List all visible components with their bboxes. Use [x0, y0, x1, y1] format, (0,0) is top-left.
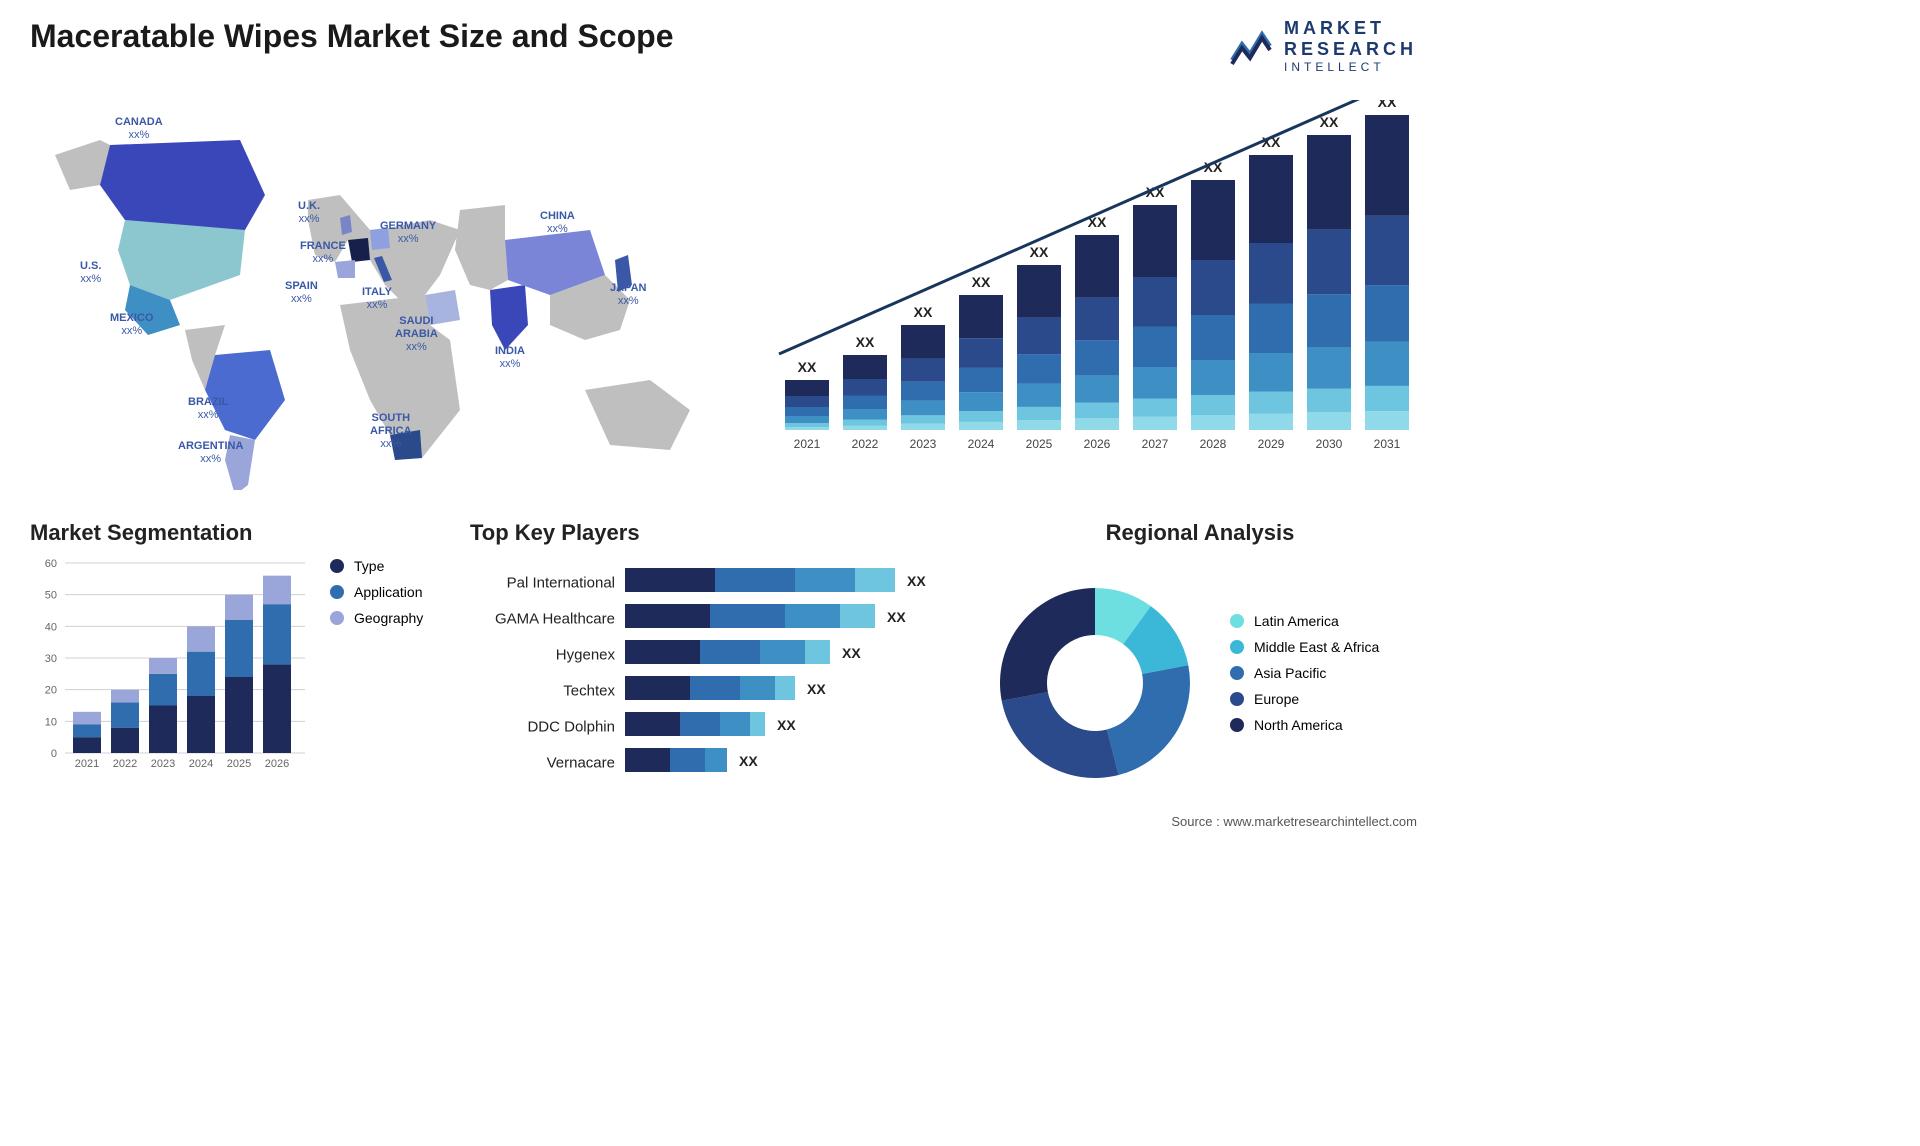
svg-text:50: 50	[45, 590, 57, 602]
keyplayers-chart: Pal International XX GAMA Healthcare XX Hyge…	[470, 558, 960, 788]
svg-text:2026: 2026	[1084, 437, 1111, 451]
reg-legend-asia-pacific: Asia Pacific	[1230, 665, 1379, 681]
growth-chart: 2021 XX 2022 XX 2023 XX 2024 XX 2025 XX 2026 XX 2027…	[757, 100, 1417, 470]
svg-text:30: 30	[45, 653, 57, 665]
svg-text:XX: XX	[739, 753, 758, 769]
svg-text:XX: XX	[856, 334, 875, 350]
map-label-india: INDIAxx%	[495, 345, 525, 371]
regional-title: Regional Analysis	[980, 520, 1420, 546]
seg-legend-geography: Geography	[330, 610, 423, 626]
brand-line1: MARKET	[1284, 18, 1417, 39]
map-label-argentina: ARGENTINAxx%	[178, 440, 243, 466]
country-france	[348, 238, 370, 262]
seg-legend-type: Type	[330, 558, 423, 574]
svg-text:2022: 2022	[852, 437, 879, 451]
seg-legend-application: Application	[330, 584, 423, 600]
map-label-u-s-: U.S.xx%	[80, 260, 101, 286]
map-label-mexico: MEXICOxx%	[110, 312, 153, 338]
map-label-japan: JAPANxx%	[610, 282, 646, 308]
svg-text:XX: XX	[1030, 244, 1049, 260]
source-text: Source : www.marketresearchintellect.com	[1171, 814, 1417, 829]
map-label-u-k-: U.K.xx%	[298, 200, 320, 226]
regional-panel: Regional Analysis Latin America Middle Ea…	[980, 520, 1420, 800]
svg-text:20: 20	[45, 685, 57, 697]
svg-text:DDC Dolphin: DDC Dolphin	[527, 719, 615, 736]
map-label-south-africa: SOUTHAFRICAxx%	[370, 412, 412, 452]
svg-text:2029: 2029	[1258, 437, 1285, 451]
country-brazil	[205, 350, 285, 440]
keyplayers-panel: Top Key Players Pal International XX GAMA …	[470, 520, 960, 800]
map-label-saudi-arabia: SAUDIARABIAxx%	[395, 315, 438, 355]
svg-text:XX: XX	[842, 645, 861, 661]
svg-text:Pal International: Pal International	[507, 575, 615, 592]
brand-logo: MARKET RESEARCH INTELLECT	[1228, 18, 1417, 74]
reg-legend-middle-east-africa: Middle East & Africa	[1230, 639, 1379, 655]
svg-text:2024: 2024	[968, 437, 995, 451]
map-label-spain: SPAINxx%	[285, 280, 318, 306]
svg-text:0: 0	[51, 748, 57, 760]
brand-line2: RESEARCH	[1284, 39, 1417, 60]
regional-donut	[980, 558, 1210, 788]
svg-text:2030: 2030	[1316, 437, 1343, 451]
svg-text:Vernacare: Vernacare	[547, 755, 615, 772]
svg-text:2021: 2021	[794, 437, 821, 451]
country-india	[490, 285, 528, 350]
svg-text:2031: 2031	[1374, 437, 1401, 451]
svg-text:XX: XX	[914, 304, 933, 320]
svg-text:XX: XX	[1378, 100, 1397, 110]
map-label-brazil: BRAZILxx%	[188, 396, 228, 422]
segmentation-panel: Market Segmentation 0 10 20 30 40 50 60 2021 202…	[30, 520, 440, 800]
brand-mark-icon	[1228, 24, 1272, 68]
svg-text:XX: XX	[972, 274, 991, 290]
svg-text:GAMA Healthcare: GAMA Healthcare	[495, 611, 615, 628]
svg-text:40: 40	[45, 621, 57, 633]
regional-legend: Latin America Middle East & Africa Asia Pa…	[1230, 613, 1379, 733]
map-label-germany: GERMANYxx%	[380, 220, 436, 246]
svg-text:XX: XX	[798, 359, 817, 375]
keyplayers-title: Top Key Players	[470, 520, 960, 546]
map-label-italy: ITALYxx%	[362, 286, 392, 312]
svg-text:2021: 2021	[75, 758, 99, 770]
map-label-china: CHINAxx%	[540, 210, 575, 236]
svg-text:2022: 2022	[113, 758, 137, 770]
segmentation-chart: 0 10 20 30 40 50 60 2021 2022 2023 2024 2025 2026	[30, 558, 310, 783]
svg-text:XX: XX	[777, 717, 796, 733]
svg-text:60: 60	[45, 558, 57, 570]
reg-legend-latin-america: Latin America	[1230, 613, 1379, 629]
map-label-canada: CANADAxx%	[115, 116, 163, 142]
svg-text:2024: 2024	[189, 758, 213, 770]
map-label-france: FRANCExx%	[300, 240, 346, 266]
growth-chart-svg: 2021 XX 2022 XX 2023 XX 2024 XX 2025 XX 2026 XX 2027…	[757, 100, 1417, 470]
svg-text:2023: 2023	[151, 758, 175, 770]
svg-text:2025: 2025	[227, 758, 251, 770]
svg-text:10: 10	[45, 716, 57, 728]
country-uk	[340, 215, 352, 235]
svg-text:Techtex: Techtex	[563, 683, 615, 700]
svg-text:2028: 2028	[1200, 437, 1227, 451]
brand-line3: INTELLECT	[1284, 60, 1417, 74]
segmentation-legend: Type Application Geography	[330, 558, 423, 626]
svg-text:2026: 2026	[265, 758, 289, 770]
svg-text:XX: XX	[887, 609, 906, 625]
reg-legend-north-america: North America	[1230, 717, 1379, 733]
svg-text:2027: 2027	[1142, 437, 1169, 451]
reg-legend-europe: Europe	[1230, 691, 1379, 707]
donut-seg-asia-pacific	[1107, 665, 1190, 775]
world-map: CANADAxx% U.S.xx% MEXICOxx% BRAZILxx% ARGENT…	[30, 100, 710, 490]
donut-seg-north-america	[1000, 588, 1095, 701]
svg-text:2025: 2025	[1026, 437, 1053, 451]
svg-text:2023: 2023	[910, 437, 937, 451]
svg-text:XX: XX	[807, 681, 826, 697]
svg-text:Hygenex: Hygenex	[556, 647, 616, 664]
svg-text:XX: XX	[907, 573, 926, 589]
segmentation-title: Market Segmentation	[30, 520, 440, 546]
donut-seg-europe	[1002, 692, 1119, 778]
page-title: Maceratable Wipes Market Size and Scope	[30, 18, 674, 55]
